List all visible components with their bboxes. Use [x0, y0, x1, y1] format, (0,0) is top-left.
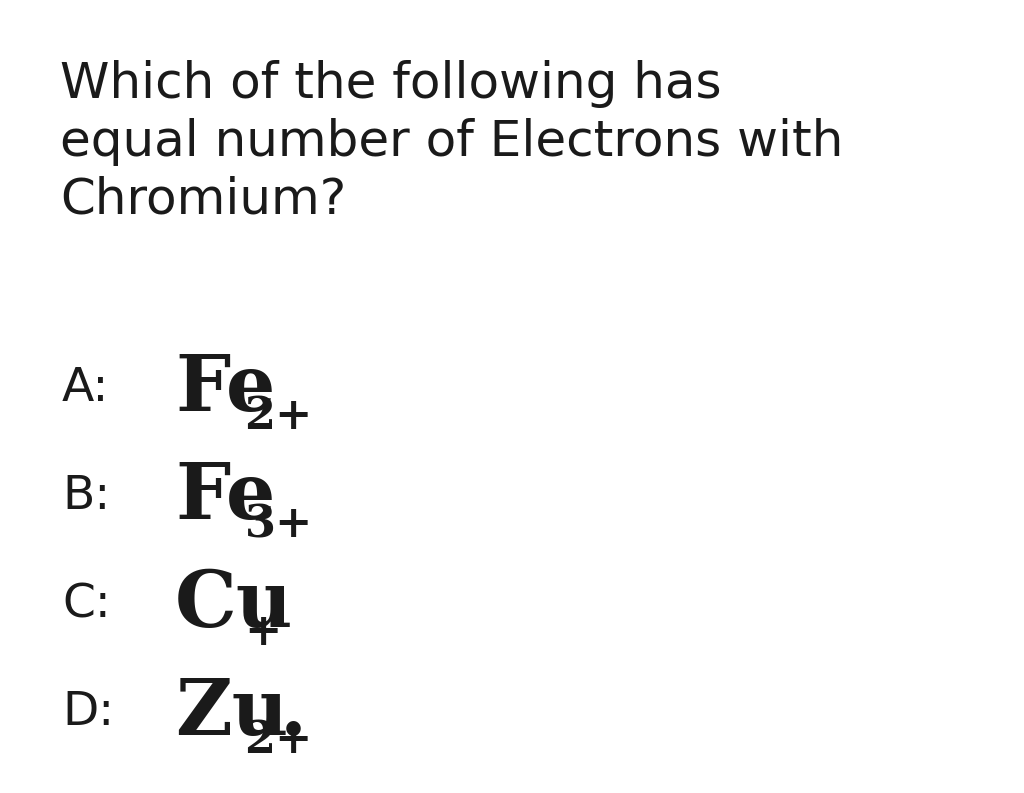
Text: A:: A: — [62, 366, 110, 411]
Text: Which of the following has: Which of the following has — [60, 60, 722, 108]
Text: Fe: Fe — [175, 351, 275, 427]
Text: 3+: 3+ — [245, 503, 312, 546]
Text: 2+: 2+ — [245, 719, 312, 762]
Text: B:: B: — [62, 474, 111, 519]
Text: Cu: Cu — [175, 567, 293, 642]
Text: Zu: Zu — [175, 675, 288, 751]
Text: +: + — [245, 611, 282, 654]
Text: Chromium?: Chromium? — [60, 176, 346, 224]
Text: C:: C: — [62, 582, 111, 627]
Text: D:: D: — [62, 690, 114, 735]
Text: equal number of Electrons with: equal number of Electrons with — [60, 118, 844, 166]
Text: 2+: 2+ — [245, 395, 312, 438]
Text: .: . — [280, 675, 306, 751]
Text: Fe: Fe — [175, 458, 275, 534]
